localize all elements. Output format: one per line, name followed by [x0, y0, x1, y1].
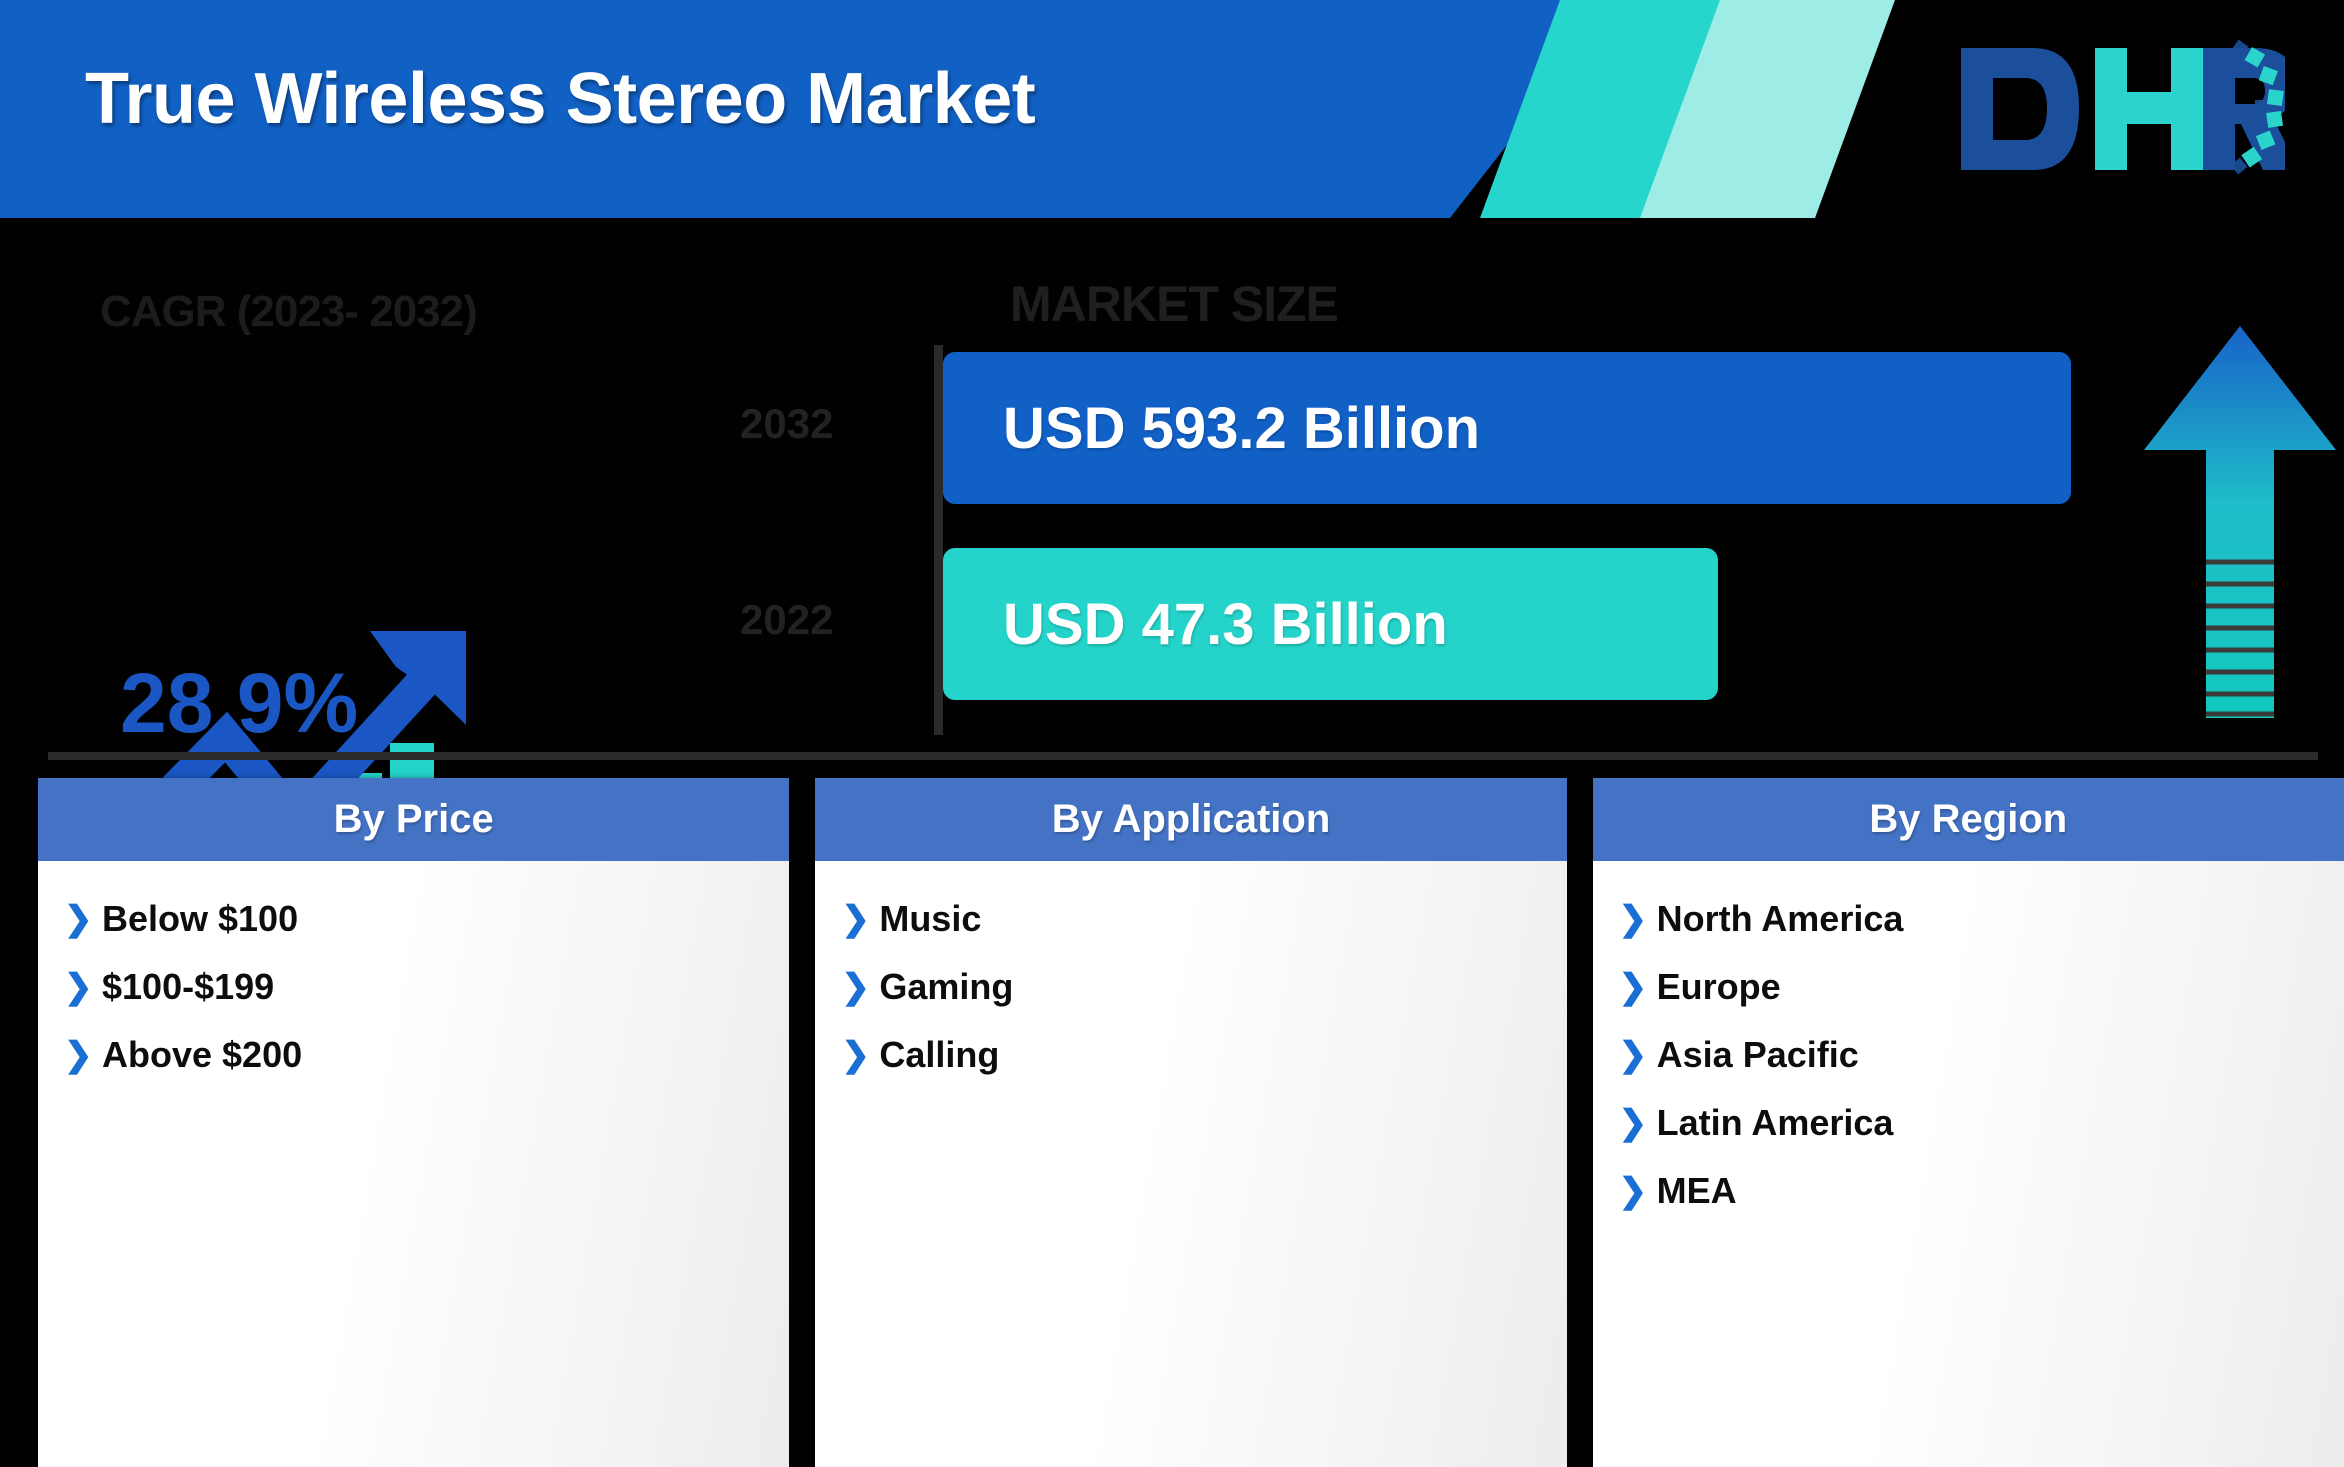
chevron-right-icon: ❯: [1618, 1172, 1648, 1210]
chevron-right-icon: ❯: [1618, 968, 1648, 1006]
segment-card-by-region: By Region ❯ North America ❯ Europe ❯ Asi…: [1592, 778, 2344, 1467]
market-size-year: 2022: [740, 596, 834, 643]
market-size-bar-label: USD 593.2 Billion: [1003, 395, 1481, 461]
list-item[interactable]: ❯ Below $100: [64, 885, 789, 953]
cagr-label: CAGR (2023- 2032): [100, 287, 478, 336]
chevron-right-icon: ❯: [64, 1036, 93, 1074]
list-item-label: Above $200: [102, 1034, 303, 1075]
cagr-value: 28.9%: [120, 656, 359, 750]
upward-arrow-icon: [2140, 322, 2340, 722]
market-size-bar: USD 593.2 Billion: [943, 352, 2071, 504]
list-item-label: Music: [879, 898, 982, 939]
page-title: True Wireless Stereo Market: [85, 59, 1036, 139]
header-blue-band: [0, 0, 1620, 218]
list-item[interactable]: ❯ Asia Pacific: [1619, 1021, 2344, 1089]
list-item[interactable]: ❯ Above $200: [64, 1021, 789, 1089]
market-size-title: MARKET SIZE: [1010, 276, 1339, 332]
list-item-label: Latin America: [1656, 1102, 1894, 1143]
list-item-label: Calling: [879, 1034, 1000, 1075]
market-size-axis-line: [934, 345, 943, 735]
chevron-right-icon: ❯: [1618, 900, 1648, 938]
segment-card-body: ❯ Below $100 ❯ $100-$199 ❯ Above $200: [38, 861, 789, 1089]
segment-card-by-application: By Application ❯ Music ❯ Gaming ❯ Callin…: [815, 778, 1567, 1467]
list-item-label: North America: [1656, 898, 1904, 939]
market-size-bar-label: USD 47.3 Billion: [1003, 591, 1448, 657]
dhr-logo-icon: [1955, 38, 2299, 180]
segment-card-header: By Application: [815, 778, 1567, 861]
chevron-right-icon: ❯: [1618, 1036, 1648, 1074]
list-item[interactable]: ❯ MEA: [1619, 1157, 2344, 1225]
list-item[interactable]: ❯ North America: [1619, 885, 2344, 953]
list-item-label: Gaming: [879, 966, 1014, 1007]
segment-cards: By Price ❯ Below $100 ❯ $100-$199 ❯ Abov…: [0, 778, 2344, 1467]
chevron-right-icon: ❯: [841, 1036, 870, 1074]
market-size-bar: USD 47.3 Billion: [943, 548, 1718, 700]
list-item[interactable]: ❯ Gaming: [841, 953, 1566, 1021]
list-item[interactable]: ❯ Europe: [1619, 953, 2344, 1021]
chevron-right-icon: ❯: [841, 900, 870, 938]
list-item[interactable]: ❯ Latin America: [1619, 1089, 2344, 1157]
list-item-label: Below $100: [102, 898, 299, 939]
cagr-block: CAGR (2023- 2032) 28.9%: [0, 255, 900, 965]
chevron-right-icon: ❯: [841, 968, 870, 1006]
list-item[interactable]: ❯ $100-$199: [64, 953, 789, 1021]
segment-card-header: By Price: [38, 778, 790, 861]
section-divider: [48, 752, 2318, 760]
market-size-year: 2032: [740, 400, 834, 447]
chevron-right-icon: ❯: [1618, 1104, 1648, 1142]
chevron-right-icon: ❯: [64, 968, 93, 1006]
chevron-right-icon: ❯: [64, 900, 93, 938]
list-item-label: $100-$199: [102, 966, 275, 1007]
segment-card-body: ❯ North America ❯ Europe ❯ Asia Pacific …: [1593, 861, 2344, 1225]
segment-card-header: By Region: [1592, 778, 2344, 861]
segment-card-body: ❯ Music ❯ Gaming ❯ Calling: [815, 861, 1566, 1089]
list-item-label: Asia Pacific: [1656, 1034, 1859, 1075]
list-item[interactable]: ❯ Music: [841, 885, 1566, 953]
page-header: True Wireless Stereo Market: [0, 0, 2344, 218]
list-item[interactable]: ❯ Calling: [841, 1021, 1566, 1089]
list-item-label: Europe: [1656, 966, 1781, 1007]
list-item-label: MEA: [1656, 1170, 1737, 1211]
segment-card-by-price: By Price ❯ Below $100 ❯ $100-$199 ❯ Abov…: [38, 778, 790, 1467]
